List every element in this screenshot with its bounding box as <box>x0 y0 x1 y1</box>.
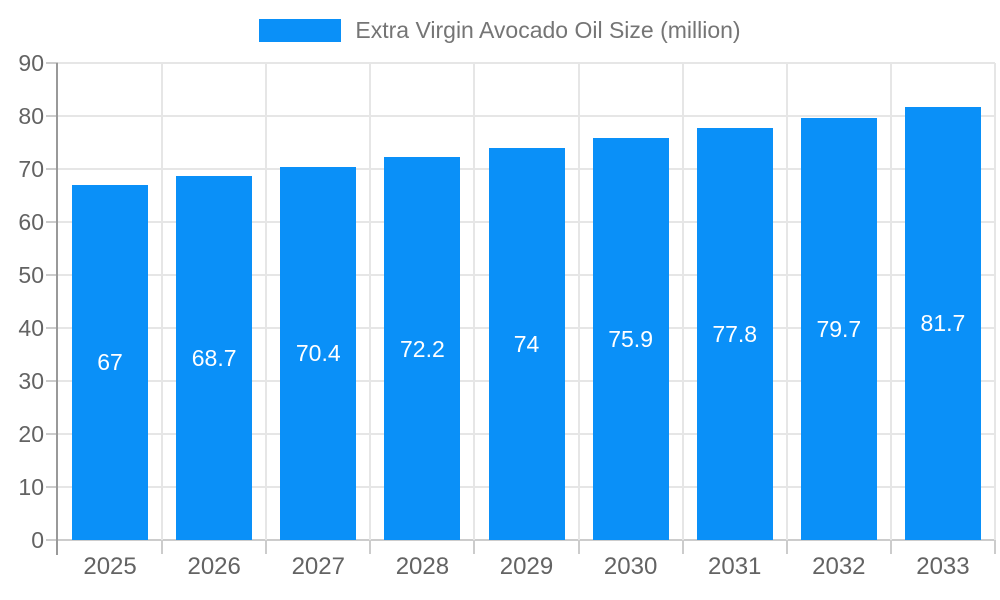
x-axis-tick <box>473 540 476 554</box>
x-axis-label: 2030 <box>603 553 658 580</box>
bar-value-label: 75.9 <box>608 325 653 352</box>
y-axis-label: 0 <box>31 527 44 553</box>
y-axis-tick <box>46 274 58 276</box>
x-axis-tick <box>889 540 892 554</box>
x-axis-label: 2027 <box>291 553 345 580</box>
bar-2025[interactable] <box>72 184 149 540</box>
bar-2030[interactable] <box>592 137 669 540</box>
bar-2031[interactable] <box>696 127 773 540</box>
x-axis-label: 2033 <box>916 553 970 580</box>
y-gridline <box>58 115 995 117</box>
v-gridline <box>785 63 788 540</box>
y-axis-label: 20 <box>18 421 44 447</box>
x-axis-label: 2032 <box>812 553 866 580</box>
y-gridline <box>58 539 995 541</box>
y-axis-label: 40 <box>18 315 44 341</box>
x-axis-label: 2025 <box>83 553 137 580</box>
bar-2033[interactable] <box>904 106 981 540</box>
y-axis-tick <box>46 115 58 117</box>
v-gridline <box>994 63 996 540</box>
y-axis-label: 50 <box>18 262 44 288</box>
x-axis-tick <box>681 540 684 554</box>
y-axis-tick <box>46 539 58 541</box>
legend-label: Extra Virgin Avocado Oil Size (million) <box>355 17 741 43</box>
y-gridline <box>58 62 995 64</box>
x-axis-tick <box>265 540 268 554</box>
y-axis-label: 90 <box>18 50 44 76</box>
x-axis-tick <box>994 540 996 554</box>
bar-2032[interactable] <box>800 117 877 540</box>
chart-legend: Extra Virgin Avocado Oil Size (million) <box>0 17 1000 43</box>
y-axis-tick <box>46 327 58 329</box>
x-axis-label: 2026 <box>187 553 241 580</box>
x-axis-label: 2031 <box>708 553 762 580</box>
x-axis-label: 2028 <box>395 553 450 580</box>
y-axis-label: 60 <box>18 209 44 235</box>
y-axis-tick <box>46 380 58 382</box>
y-axis-line <box>56 63 58 555</box>
bar-2026[interactable] <box>176 175 253 540</box>
v-gridline <box>681 63 684 540</box>
bar-value-label: 81.7 <box>920 310 966 337</box>
legend-color-swatch <box>259 18 342 42</box>
x-axis-label: 2029 <box>499 553 554 580</box>
v-gridline <box>889 63 892 540</box>
v-gridline <box>369 63 372 540</box>
bar-2027[interactable] <box>280 166 357 540</box>
v-gridline <box>265 63 268 540</box>
y-axis-label: 80 <box>18 103 44 129</box>
bar-value-label: 79.7 <box>816 315 862 342</box>
y-axis-tick <box>46 486 58 488</box>
bar-value-label: 74 <box>513 330 540 357</box>
y-axis-label: 10 <box>18 474 44 500</box>
bar-value-label: 68.7 <box>191 344 237 371</box>
v-gridline <box>473 63 476 540</box>
x-axis-tick <box>161 540 164 554</box>
bar-value-label: 67 <box>97 349 123 376</box>
y-axis-tick <box>46 168 58 170</box>
y-axis-label: 70 <box>18 156 44 182</box>
bar-2029[interactable] <box>488 147 565 540</box>
y-axis-tick <box>46 433 58 435</box>
v-gridline <box>577 63 580 540</box>
y-axis-label: 30 <box>18 368 44 394</box>
x-axis-tick <box>369 540 372 554</box>
bar-value-label: 77.8 <box>712 320 758 347</box>
bar-value-label: 70.4 <box>295 340 341 367</box>
v-gridline <box>161 63 164 540</box>
x-axis-tick <box>785 540 788 554</box>
x-axis-tick <box>577 540 580 554</box>
bar-2028[interactable] <box>384 157 461 540</box>
bar-value-label: 72.2 <box>399 335 445 362</box>
y-axis-tick <box>46 62 58 64</box>
y-axis-tick <box>46 221 58 223</box>
